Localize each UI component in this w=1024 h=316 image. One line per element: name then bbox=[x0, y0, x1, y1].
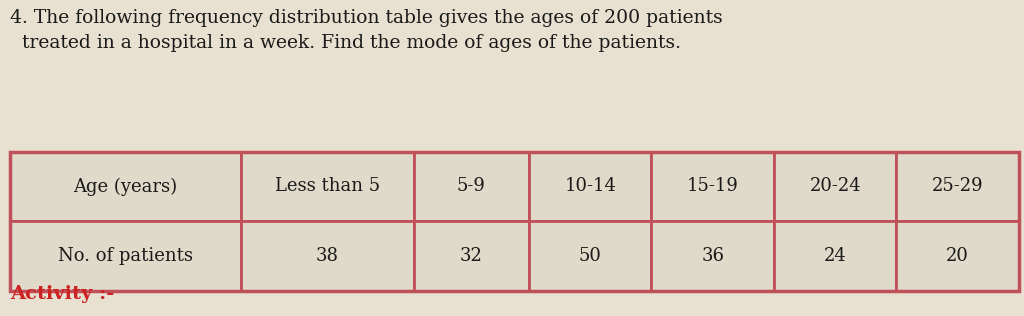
Bar bbox=[241, 221, 414, 291]
Text: 20-24: 20-24 bbox=[809, 178, 861, 195]
Text: 5-9: 5-9 bbox=[457, 178, 485, 195]
Bar bbox=[651, 152, 774, 221]
Text: 10-14: 10-14 bbox=[564, 178, 616, 195]
Bar bbox=[774, 221, 896, 291]
Bar bbox=[241, 152, 414, 221]
Text: 36: 36 bbox=[701, 247, 724, 265]
Text: 38: 38 bbox=[315, 247, 339, 265]
Bar bbox=[529, 221, 651, 291]
Bar bbox=[651, 221, 774, 291]
Bar bbox=[774, 152, 896, 221]
Bar bbox=[896, 221, 1019, 291]
Text: 32: 32 bbox=[460, 247, 482, 265]
Bar bbox=[10, 152, 241, 221]
Bar bbox=[896, 152, 1019, 221]
Text: 15-19: 15-19 bbox=[687, 178, 738, 195]
Text: Age (years): Age (years) bbox=[74, 177, 177, 196]
Text: 4. The following frequency distribution table gives the ages of 200 patients
  t: 4. The following frequency distribution … bbox=[10, 9, 723, 52]
Bar bbox=[529, 152, 651, 221]
Bar bbox=[414, 152, 529, 221]
Text: Activity :-: Activity :- bbox=[10, 285, 115, 303]
Text: No. of patients: No. of patients bbox=[58, 247, 193, 265]
Text: 25-29: 25-29 bbox=[932, 178, 983, 195]
Text: 50: 50 bbox=[579, 247, 602, 265]
Bar bbox=[10, 221, 241, 291]
Text: Less than 5: Less than 5 bbox=[274, 178, 380, 195]
Bar bbox=[10, 152, 1019, 291]
Bar bbox=[414, 221, 529, 291]
Text: 24: 24 bbox=[823, 247, 847, 265]
Text: 20: 20 bbox=[946, 247, 969, 265]
